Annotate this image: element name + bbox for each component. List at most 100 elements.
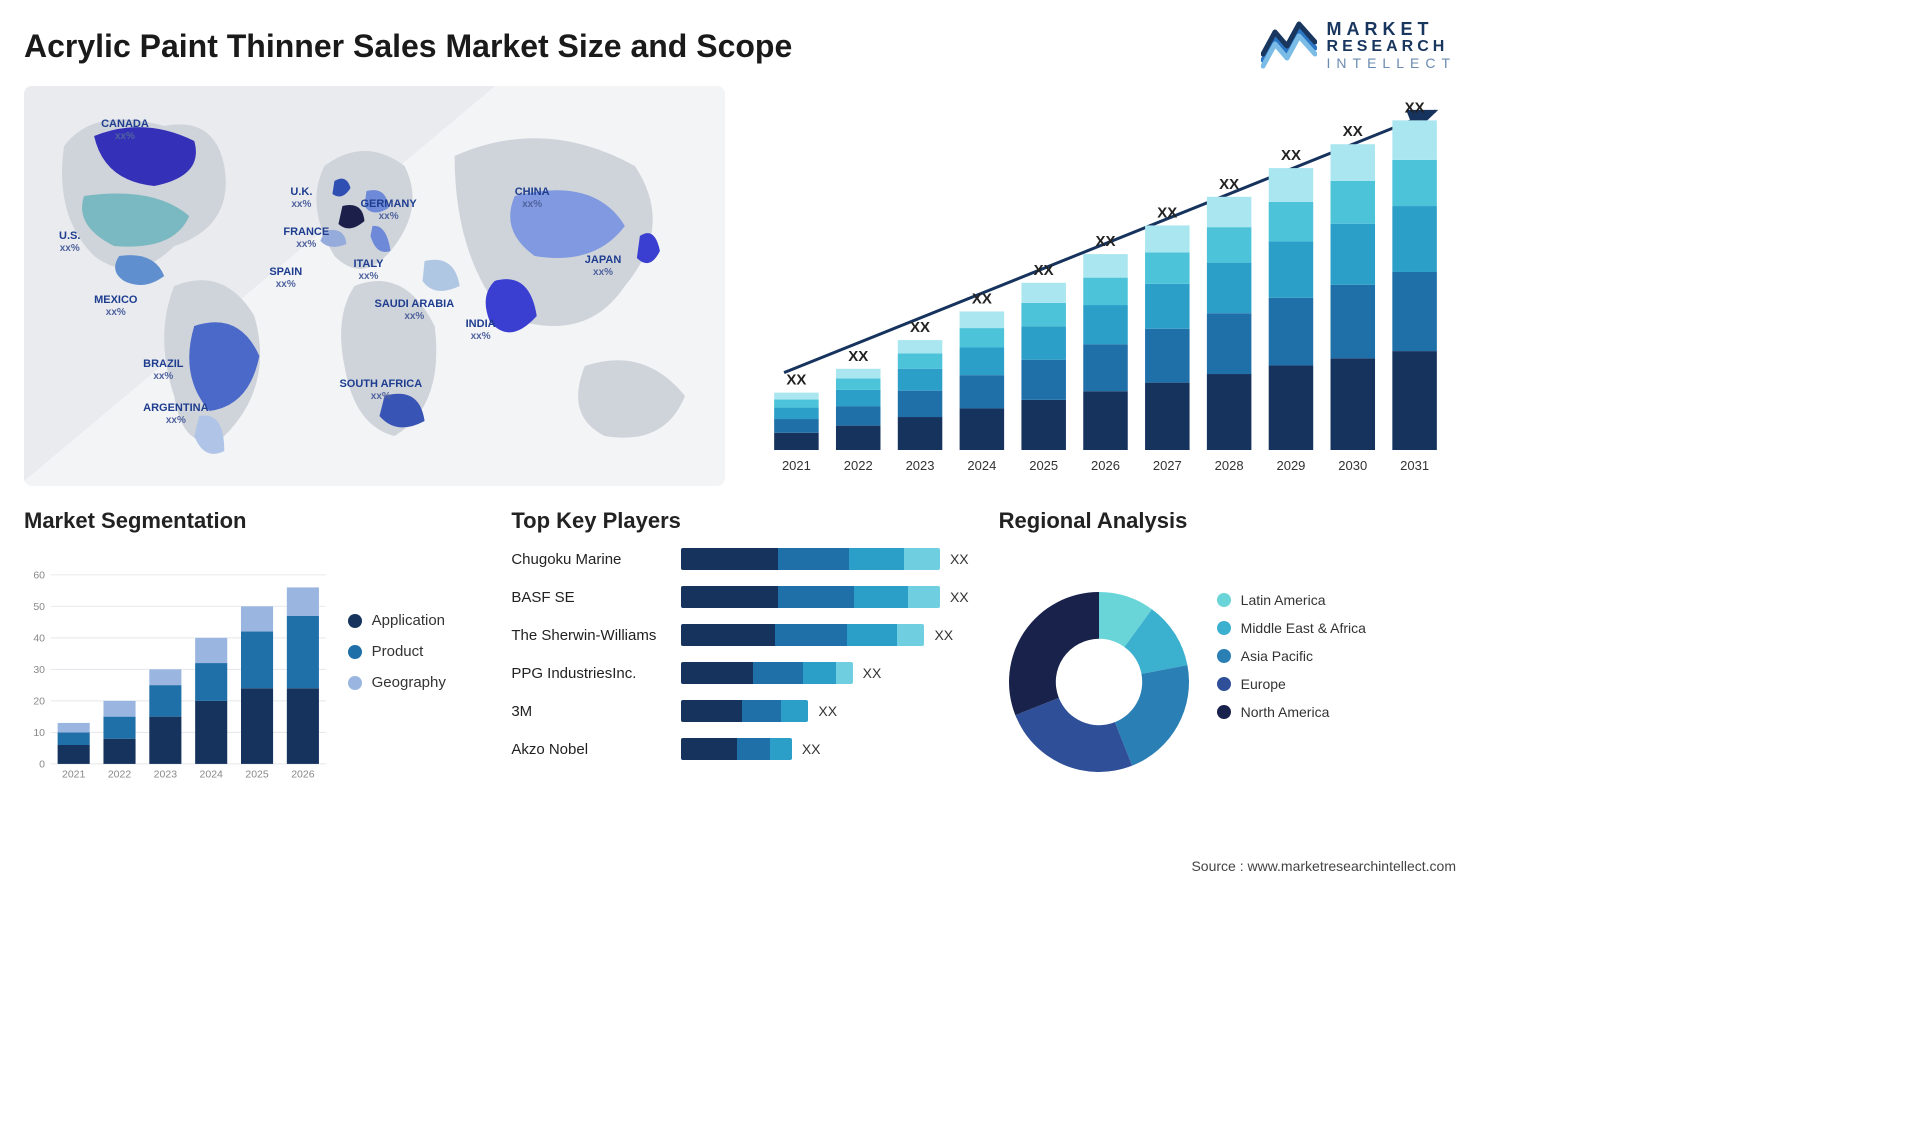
seg-legend-geography: Geography [348,674,482,691]
svg-text:2024: 2024 [200,769,224,781]
map-label-germany: GERMANYxx% [360,198,416,222]
growth-bar-2024-seg3 [960,328,1005,347]
growth-xcat-2029: 2029 [1276,458,1305,473]
brand-logo: MARKET RESEARCH INTELLECT [1261,20,1456,70]
growth-bar-2025-seg2 [1021,327,1066,360]
growth-bar-label-2028: XX [1219,176,1239,193]
growth-bar-2022-seg2 [836,390,881,406]
player-row--m: 3M XX [511,696,968,726]
player-value: XX [934,627,953,643]
growth-bar-2029-seg4 [1269,168,1314,202]
player-row-ppg-industriesinc-: PPG IndustriesInc. XX [511,658,968,688]
growth-bar-2024-seg1 [960,376,1005,409]
seg-legend-product: Product [348,643,482,660]
svg-text:2026: 2026 [291,769,315,781]
regional-donut [999,582,1199,782]
map-label-italy: ITALYxx% [353,258,383,282]
world-map-svg [24,86,725,486]
player-row-basf-se: BASF SE XX [511,582,968,612]
growth-bar-2027-seg1 [1145,329,1190,383]
growth-bar-2021-seg4 [774,393,819,400]
growth-bar-label-2026: XX [1095,233,1115,250]
growth-bar-2031-seg4 [1392,121,1437,161]
growth-bar-2030-seg1 [1331,285,1376,358]
growth-bar-2023-seg0 [898,417,943,450]
growth-bar-2027-seg3 [1145,253,1190,284]
seg-bar-2026-application [287,689,319,765]
region-legend-europe: Europe [1217,676,1366,692]
growth-bar-2025-seg1 [1021,360,1066,400]
growth-xcat-2021: 2021 [782,458,811,473]
growth-xcat-2023: 2023 [906,458,935,473]
player-value: XX [818,703,837,719]
growth-bar-2025-seg0 [1021,400,1066,450]
region-legend-middle-east-africa: Middle East & Africa [1217,620,1366,636]
player-row-the-sherwin-williams: The Sherwin-Williams XX [511,620,968,650]
map-country-saudi [423,260,460,291]
regional-legend: Latin AmericaMiddle East & AfricaAsia Pa… [1217,562,1366,788]
seg-bar-2024-product [195,663,227,701]
svg-text:30: 30 [33,665,45,677]
map-label-brazil: BRAZILxx% [143,358,183,382]
regional-title: Regional Analysis [999,508,1188,534]
growth-bar-2030-seg2 [1331,224,1376,285]
growth-bar-2029-seg3 [1269,202,1314,241]
svg-text:60: 60 [33,570,45,582]
world-map-panel: CANADAxx%U.S.xx%MEXICOxx%BRAZILxx%ARGENT… [24,86,725,486]
growth-bar-2023-seg2 [898,369,943,391]
growth-bar-label-2021: XX [786,372,806,389]
growth-bar-2030-seg4 [1331,145,1376,182]
map-label-south-africa: SOUTH AFRICAxx% [339,378,422,402]
page-title: Acrylic Paint Thinner Sales Market Size … [24,28,792,65]
growth-bar-2026-seg4 [1083,254,1128,278]
player-value: XX [802,741,821,757]
seg-bar-2024-geography [195,638,227,663]
seg-bar-2025-product [241,632,273,689]
growth-bar-2029-seg2 [1269,242,1314,298]
seg-bar-2025-application [241,689,273,765]
growth-bar-label-2029: XX [1281,147,1301,164]
growth-bar-2028-seg4 [1207,197,1252,227]
map-label-france: FRANCExx% [283,226,329,250]
region-legend-north-america: North America [1217,704,1366,720]
player-value: XX [950,589,969,605]
growth-bar-2024-seg0 [960,409,1005,451]
seg-bar-2021-geography [58,723,90,732]
seg-legend-application: Application [348,612,482,629]
player-row-chugoku-marine: Chugoku Marine XX [511,544,968,574]
growth-xcat-2031: 2031 [1400,458,1429,473]
growth-bar-2030-seg0 [1331,359,1376,451]
svg-text:2021: 2021 [62,769,86,781]
players-title: Top Key Players [511,508,968,534]
growth-bar-2023-seg1 [898,391,943,417]
seg-bar-2026-product [287,616,319,688]
growth-bar-label-2024: XX [972,291,992,308]
svg-text:20: 20 [33,696,45,708]
growth-bar-2021-seg3 [774,400,819,408]
growth-bar-label-2022: XX [848,348,868,365]
growth-xcat-2026: 2026 [1091,458,1120,473]
growth-bar-2031-seg2 [1392,206,1437,272]
segmentation-title: Market Segmentation [24,508,481,534]
segmentation-chart: 0102030405060202120222023202420252026 [24,562,330,792]
map-label-u-s-: U.S.xx% [59,230,80,254]
growth-bar-2021-seg1 [774,419,819,433]
svg-text:2022: 2022 [108,769,132,781]
growth-bar-label-2027: XX [1157,205,1177,222]
growth-xcat-2027: 2027 [1153,458,1182,473]
player-name: BASF SE [511,589,681,606]
growth-bar-2028-seg3 [1207,228,1252,263]
growth-bar-2030-seg3 [1331,181,1376,224]
seg-bar-2023-application [149,717,181,764]
growth-bar-2028-seg1 [1207,314,1252,375]
growth-bar-2023-seg3 [898,354,943,369]
growth-chart: XX2021XX2022XX2023XX2024XX2025XX2026XX20… [755,86,1456,486]
logo-text-2: RESEARCH [1327,39,1456,56]
logo-mark-icon [1261,20,1317,70]
growth-bar-2022-seg4 [836,369,881,379]
growth-bar-label-2030: XX [1343,124,1363,141]
logo-text-1: MARKET [1327,20,1456,39]
growth-bar-2022-seg1 [836,407,881,426]
growth-bar-2027-seg0 [1145,383,1190,450]
growth-bar-2021-seg2 [774,408,819,419]
